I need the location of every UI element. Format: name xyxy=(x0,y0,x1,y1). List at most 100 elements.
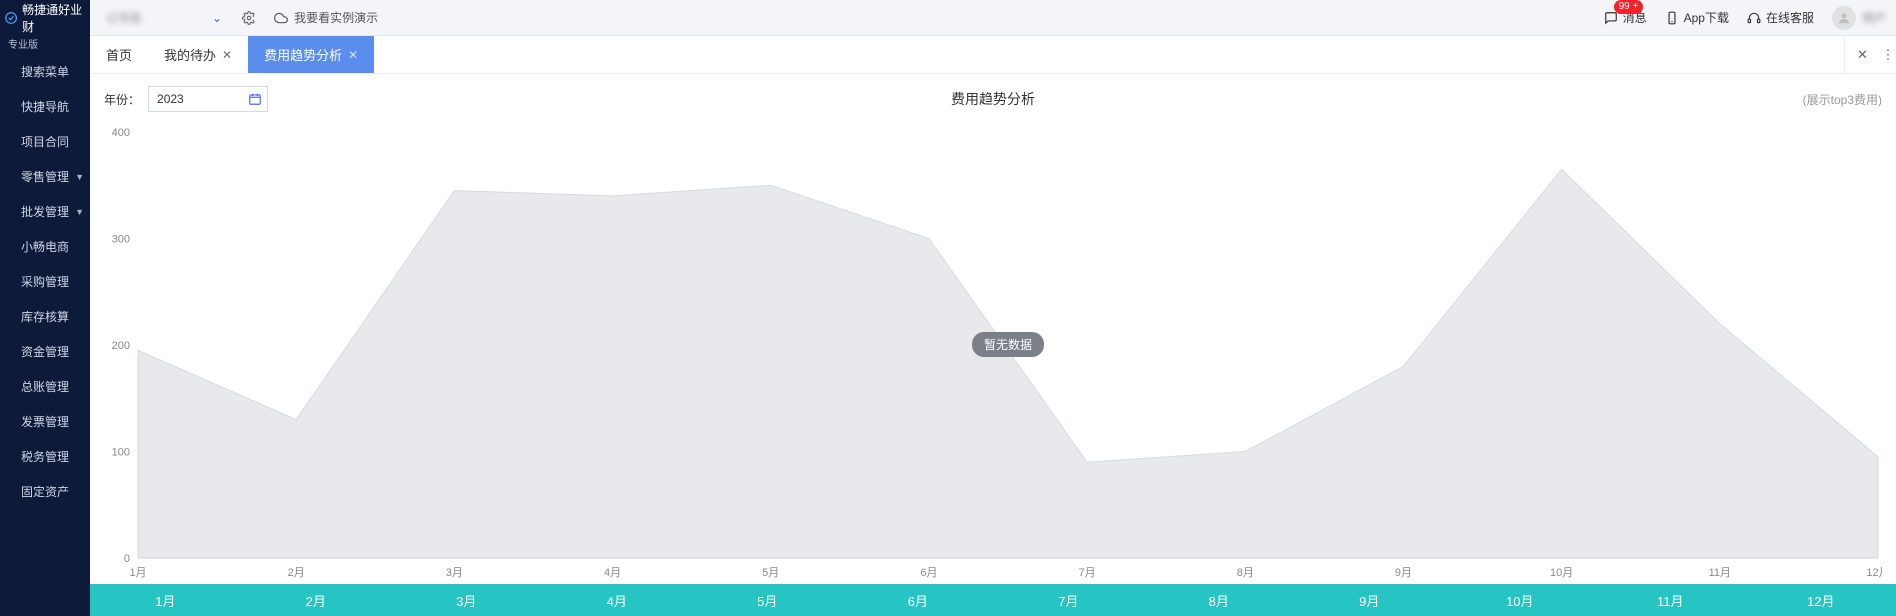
page-content: 年份： 费用趋势分析 (展示top3费用) 01002003004001月2月3… xyxy=(90,74,1896,616)
year-input[interactable] xyxy=(148,86,268,112)
mobile-icon xyxy=(1665,11,1679,25)
sidebar-item-label: 搜索菜单 xyxy=(21,63,69,80)
user-icon xyxy=(1837,11,1851,25)
svg-text:10月: 10月 xyxy=(1550,567,1573,579)
month-cell[interactable]: 2月 xyxy=(241,584,392,616)
tab-label: 首页 xyxy=(106,45,132,64)
sidebar-item-label: 库存核算 xyxy=(21,308,69,325)
year-label: 年份： xyxy=(104,91,140,108)
expense-trend-chart: 0 100 200 300 400 1月 2月 3月 4月 5月 6月 7月 8月 9月 10月 11月 12月… xyxy=(104,122,1882,584)
tab-label: 我的待办 xyxy=(164,45,216,64)
brand: 畅捷通好业财 xyxy=(0,0,90,36)
sidebar-item-label: 总账管理 xyxy=(21,378,69,395)
svg-text:300: 300 xyxy=(112,234,130,246)
online-service-label: 在线客服 xyxy=(1766,9,1814,26)
cloud-icon xyxy=(274,11,288,25)
month-cell[interactable]: 12月 xyxy=(1746,584,1896,616)
tab[interactable]: 费用趋势分析 ✕ xyxy=(248,36,374,73)
avatar xyxy=(1832,6,1856,30)
tab-label: 费用趋势分析 xyxy=(264,45,342,64)
sidebar-item[interactable]: 快捷导航 xyxy=(0,89,90,124)
sidebar-item[interactable]: 零售管理▼ xyxy=(0,159,90,194)
tab-bar: 首页 我的待办 ✕ 费用趋势分析 ✕ ✕ ⋮ xyxy=(90,36,1896,74)
sidebar: 畅捷通好业财 专业版 搜索菜单快捷导航项目合同零售管理▼ 批发管理 ▼ 小畅电商采购管… xyxy=(0,0,90,616)
online-service-button[interactable]: 在线客服 xyxy=(1747,9,1814,26)
sidebar-item-label: 项目合同 xyxy=(21,133,69,150)
month-cell[interactable]: 7月 xyxy=(993,584,1144,616)
sidebar-item[interactable]: 税务管理 xyxy=(0,439,90,474)
headset-icon xyxy=(1747,11,1761,25)
sidebar-item-label: 采购管理 xyxy=(21,273,69,290)
sidebar-item[interactable]: 发票管理 xyxy=(0,404,90,439)
sidebar-item[interactable]: 采购管理 xyxy=(0,264,90,299)
svg-text:2月: 2月 xyxy=(288,567,305,579)
svg-text:3月: 3月 xyxy=(446,567,463,579)
tab[interactable]: 我的待办 ✕ xyxy=(148,36,248,73)
month-cell[interactable]: 5月 xyxy=(692,584,843,616)
sidebar-item[interactable]: 资金管理 xyxy=(0,334,90,369)
user-name: 用户 xyxy=(1862,9,1886,26)
sidebar-item[interactable]: 库存核算 xyxy=(0,299,90,334)
svg-text:100: 100 xyxy=(112,447,130,459)
month-cell[interactable]: 8月 xyxy=(1144,584,1295,616)
sidebar-item[interactable]: 总账管理 xyxy=(0,369,90,404)
svg-text:8月: 8月 xyxy=(1237,567,1254,579)
gear-icon[interactable] xyxy=(242,11,256,25)
chart-note: (展示top3费用) xyxy=(1803,91,1882,108)
sidebar-item[interactable]: 批发管理 ▼ xyxy=(0,194,90,229)
demo-link[interactable]: 我要看实例演示 xyxy=(274,9,378,26)
month-cell[interactable]: 4月 xyxy=(542,584,693,616)
close-icon[interactable]: ✕ xyxy=(222,48,232,62)
messages-badge: 99 + xyxy=(1614,0,1644,14)
month-strip: 1月2月3月4月5月6月7月8月9月10月11月12月 xyxy=(90,584,1896,616)
tabs-more-button[interactable]: ⋮ xyxy=(1880,36,1896,73)
svg-text:9月: 9月 xyxy=(1395,567,1412,579)
sidebar-item-label: 税务管理 xyxy=(21,448,69,465)
sidebar-item-label: 零售管理 xyxy=(21,168,69,185)
sidebar-item-label: 固定资产 xyxy=(21,483,69,500)
month-cell[interactable]: 10月 xyxy=(1445,584,1596,616)
tab[interactable]: 首页 xyxy=(90,36,148,73)
month-cell[interactable]: 9月 xyxy=(1294,584,1445,616)
svg-text:5月: 5月 xyxy=(762,567,779,579)
svg-text:6月: 6月 xyxy=(920,567,937,579)
sidebar-item-label: 发票管理 xyxy=(21,413,69,430)
month-cell[interactable]: 1月 xyxy=(90,584,241,616)
svg-text:4月: 4月 xyxy=(604,567,621,579)
svg-text:400: 400 xyxy=(112,127,130,139)
sidebar-item-label: 快捷导航 xyxy=(21,98,69,115)
svg-text:1月: 1月 xyxy=(129,567,146,579)
chevron-down-icon: ⌄ xyxy=(212,11,222,25)
sidebar-item[interactable]: 小畅电商 xyxy=(0,229,90,264)
svg-text:11月: 11月 xyxy=(1709,567,1731,579)
month-cell[interactable]: 6月 xyxy=(843,584,994,616)
sidebar-item[interactable]: 项目合同 xyxy=(0,124,90,159)
month-cell[interactable]: 3月 xyxy=(391,584,542,616)
demo-link-label: 我要看实例演示 xyxy=(294,9,378,26)
user-menu[interactable]: 用户 xyxy=(1832,6,1886,30)
messages-button[interactable]: 99 + 消息 xyxy=(1604,9,1647,26)
sidebar-item[interactable]: 固定资产 xyxy=(0,474,90,509)
app-download-button[interactable]: App下载 xyxy=(1665,9,1729,26)
chevron-down-icon: ▼ xyxy=(75,207,84,217)
close-all-tabs-button[interactable]: ✕ xyxy=(1844,36,1880,73)
sidebar-item-label: 批发管理 xyxy=(21,203,69,220)
app-download-label: App下载 xyxy=(1684,9,1729,26)
close-icon[interactable]: ✕ xyxy=(348,48,358,62)
svg-text:7月: 7月 xyxy=(1079,567,1096,579)
brand-name: 畅捷通好业财 xyxy=(22,1,86,35)
svg-text:200: 200 xyxy=(112,340,130,352)
sidebar-item-label: 小畅电商 xyxy=(21,238,69,255)
sidebar-item[interactable]: 搜索菜单 xyxy=(0,54,90,89)
svg-text:12月: 12月 xyxy=(1866,567,1882,579)
chart-title: 费用趋势分析 xyxy=(951,89,1035,109)
svg-text:0: 0 xyxy=(124,553,130,565)
filter-row: 年份： 费用趋势分析 (展示top3费用) xyxy=(104,84,1882,114)
month-cell[interactable]: 11月 xyxy=(1595,584,1746,616)
brand-edition: 专业版 xyxy=(0,36,90,54)
org-name: 公司名 xyxy=(106,9,142,26)
message-icon xyxy=(1604,11,1618,25)
sidebar-item-label: 资金管理 xyxy=(21,343,69,360)
org-selector[interactable]: 公司名 ⌄ xyxy=(100,7,228,28)
brand-logo-icon xyxy=(4,10,18,26)
